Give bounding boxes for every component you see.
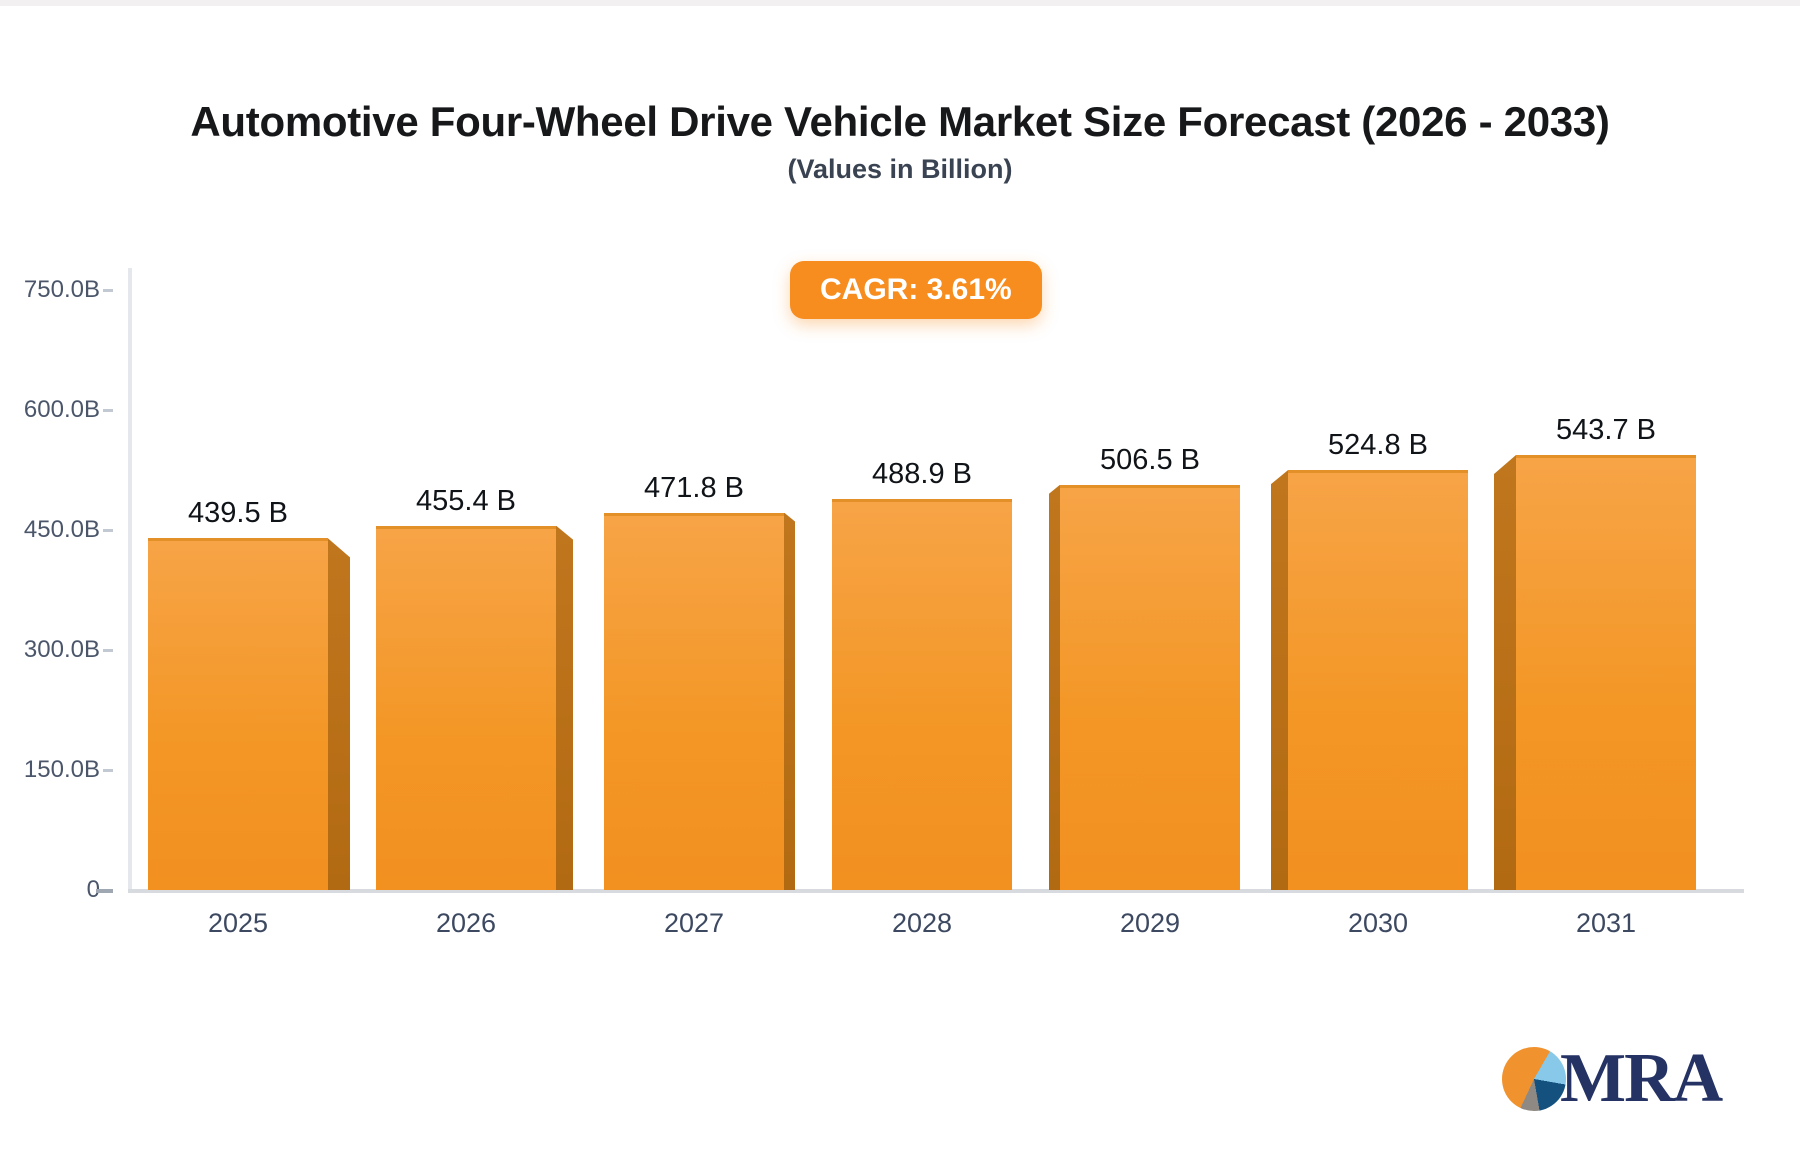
y-axis-tick-mark bbox=[96, 889, 113, 893]
bar-3d-side-2026 bbox=[556, 525, 573, 890]
y-axis-tick-mark bbox=[103, 289, 113, 292]
cagr-badge: CAGR: 3.61% bbox=[790, 261, 1042, 319]
page-subtitle: (Values in Billion) bbox=[787, 154, 1013, 184]
bar-3d-side-2029 bbox=[1049, 484, 1060, 890]
y-axis-tick-label: 750.0B bbox=[23, 276, 100, 303]
bar-value-label: 524.8 B bbox=[1328, 429, 1428, 462]
x-axis-label-2030: 2030 bbox=[1347, 908, 1409, 938]
y-axis-tick-label: 0 bbox=[86, 876, 100, 903]
x-axis-label-2025: 2025 bbox=[207, 908, 269, 938]
y-axis-tick-mark bbox=[103, 649, 113, 652]
bar-3d-side-2027 bbox=[784, 512, 795, 890]
bar-value-label: 506.5 B bbox=[1100, 443, 1200, 476]
y-axis-tick-mark bbox=[103, 769, 113, 772]
y-axis-tick-label: 600.0B bbox=[23, 396, 100, 423]
bar-value-label: 471.8 B bbox=[644, 471, 744, 504]
bar-2027 bbox=[604, 512, 784, 890]
bar-2028 bbox=[832, 498, 1012, 890]
bar-value-label: 543.7 B bbox=[1556, 414, 1656, 447]
y-axis-line bbox=[128, 268, 132, 892]
bar-2029 bbox=[1060, 484, 1240, 890]
bar-value-label: 439.5 B bbox=[188, 497, 288, 530]
x-axis-label-2028: 2028 bbox=[891, 908, 953, 938]
bar-value-label: 488.9 B bbox=[872, 457, 972, 490]
y-axis-tick-mark bbox=[103, 409, 113, 412]
y-axis-tick-label: 300.0B bbox=[23, 636, 100, 663]
bar-2025 bbox=[148, 538, 328, 890]
y-axis-tick-label: 150.0B bbox=[23, 756, 100, 783]
bar-3d-side-2030 bbox=[1271, 470, 1288, 890]
bar-3d-side-2025 bbox=[328, 538, 350, 890]
x-axis-label-2029: 2029 bbox=[1119, 908, 1181, 938]
bar-2031 bbox=[1516, 455, 1696, 890]
x-axis-label-2026: 2026 bbox=[435, 908, 497, 938]
pie-chart-icon bbox=[1502, 1047, 1566, 1111]
brand-logo: MRA bbox=[1502, 1040, 1723, 1117]
y-axis-tick-label: 450.0B bbox=[23, 516, 100, 543]
bar-value-label: 455.4 B bbox=[416, 484, 516, 517]
x-axis-label-2031: 2031 bbox=[1575, 908, 1637, 938]
bar-chart: 750.0B 600.0B 450.0B 300.0B 150.0B 0 439.5 B 20… bbox=[0, 6, 1800, 1156]
y-axis-tick-mark bbox=[103, 529, 113, 532]
bar-2030 bbox=[1288, 470, 1468, 890]
bar-2026 bbox=[376, 525, 556, 890]
x-axis-label-2027: 2027 bbox=[663, 908, 725, 938]
x-axis-line bbox=[128, 889, 1744, 893]
bar-3d-side-2031 bbox=[1494, 455, 1516, 890]
brand-logo-text: MRA bbox=[1560, 1040, 1723, 1117]
page-title: Automotive Four-Wheel Drive Vehicle Mark… bbox=[190, 98, 1610, 145]
